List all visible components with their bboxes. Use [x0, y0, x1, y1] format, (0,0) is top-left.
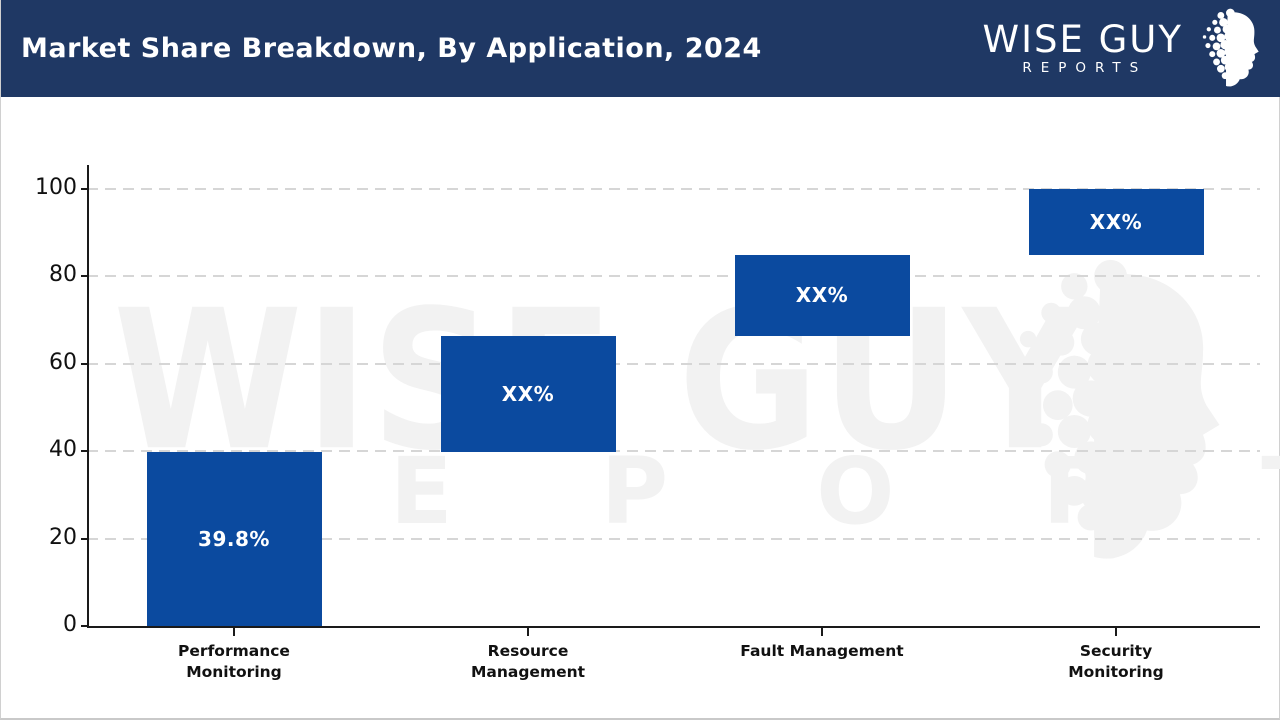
bar-value-label: 39.8% — [198, 526, 270, 551]
logo-head-profile-icon — [1202, 8, 1259, 86]
bar-value-label: XX% — [795, 283, 849, 308]
logo-subtitle: REPORTS — [1022, 60, 1148, 77]
header-bar: Market Share Breakdown, By Application, … — [1, 0, 1280, 97]
x-tick-3 — [1115, 628, 1117, 636]
y-tick-60 — [81, 362, 89, 365]
gridline-60 — [87, 362, 1260, 365]
x-category-label: Security Monitoring — [1068, 642, 1164, 681]
x-tick-0 — [233, 628, 235, 636]
y-tick-label-0: 0 — [63, 612, 77, 637]
logo-wordmark: WISE GUY — [982, 18, 1183, 62]
x-tick-2 — [821, 628, 823, 636]
bar-security-monitoring: XX% — [1028, 188, 1204, 255]
gridline-40 — [87, 450, 1260, 452]
y-tick-label-20: 20 — [49, 524, 77, 550]
y-tick-40 — [81, 450, 89, 452]
y-tick-20 — [81, 537, 89, 540]
y-axis-line — [87, 165, 89, 628]
logo-text: WISE GUY REPORTS — [983, 21, 1183, 76]
x-category-label: Resource Management — [470, 642, 586, 681]
y-tick-0 — [81, 625, 89, 627]
bar-value-label: XX% — [501, 381, 555, 406]
x-category-label: Fault Management — [740, 642, 904, 660]
page-title: Market Share Breakdown, By Application, … — [21, 33, 762, 64]
y-tick-label-40: 40 — [49, 437, 77, 462]
x-tick-1 — [527, 628, 529, 636]
y-tick-label-60: 60 — [49, 349, 77, 375]
gridline-80 — [87, 275, 1260, 277]
bar-fault-management: XX% — [734, 255, 910, 336]
gridline-20 — [87, 537, 1260, 540]
bar-performance-monitoring: 39.8% — [146, 451, 322, 626]
y-tick-label-100: 100 — [35, 174, 77, 200]
x-category-label: Performance Monitoring — [178, 642, 290, 681]
y-tick-100 — [81, 187, 89, 190]
wise-guy-reports-logo: WISE GUY REPORTS — [983, 6, 1263, 92]
bar-value-label: XX% — [1089, 209, 1143, 234]
bar-resource-management: XX% — [440, 335, 616, 452]
x-axis-line — [87, 626, 1260, 628]
gridline-100 — [87, 187, 1260, 190]
y-tick-label-80: 80 — [49, 262, 77, 287]
watermark-subtitle: R E P O R T S — [171, 438, 1280, 545]
y-tick-80 — [81, 275, 89, 277]
